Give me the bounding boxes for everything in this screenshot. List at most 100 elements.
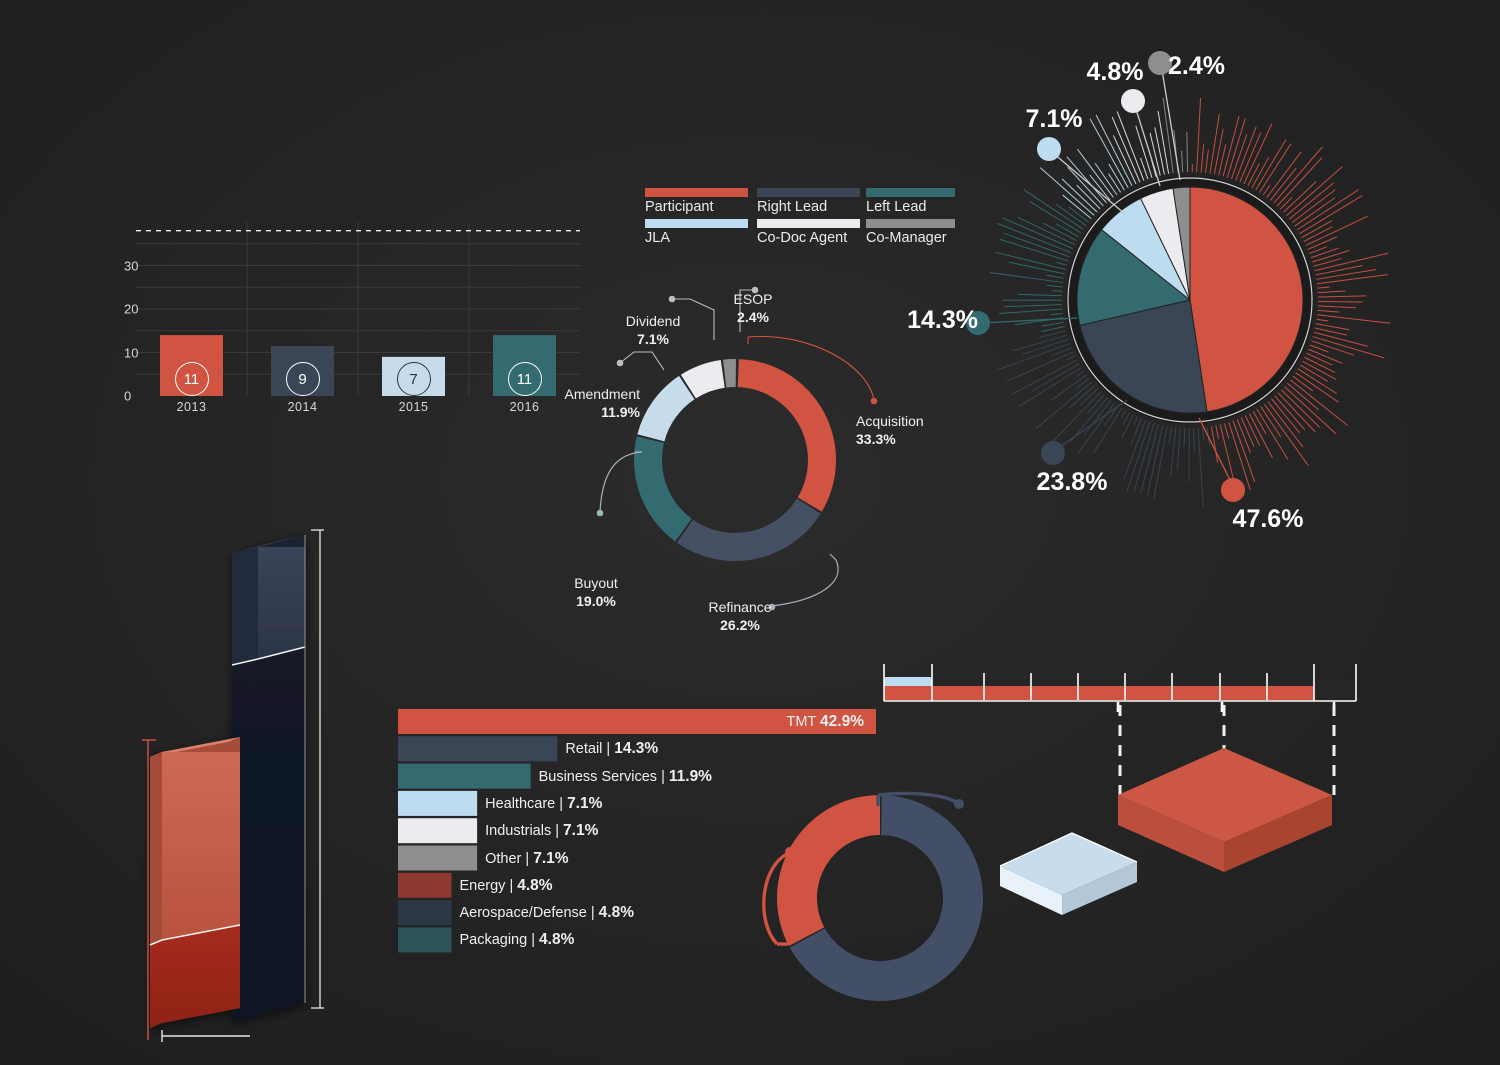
- closed-deal-xtick-2014: 2014: [287, 400, 318, 414]
- deal-by-title-ray: [1046, 274, 1064, 279]
- deal-by-title-ray: [1313, 258, 1342, 267]
- deal-by-title-ray: [1301, 220, 1333, 238]
- deal-by-title-ray: [1079, 388, 1099, 407]
- deal-by-title-ray: [1112, 135, 1137, 185]
- deal-by-title-ray: [1046, 284, 1063, 288]
- deal-by-title-ray: [1017, 216, 1075, 246]
- deal-by-title-ray: [1286, 166, 1343, 217]
- deal-by-title-ray: [1262, 184, 1271, 196]
- deal-by-title-ray: [1317, 314, 1391, 324]
- deal-by-title-ray: [1067, 166, 1104, 207]
- deal-by-title-ray: [1121, 414, 1134, 439]
- deal-by-title-ray: [1296, 189, 1359, 231]
- deal-by-title-ray: [1317, 309, 1340, 313]
- deal-by-title-ray: [1089, 174, 1111, 201]
- deal-by-title-ray: [1313, 331, 1369, 347]
- deal-by-title-ray: [1305, 215, 1368, 246]
- industry-bar-business-services: [398, 763, 531, 789]
- deal-by-title-ray: [1126, 421, 1151, 492]
- deal-by-title-ray: [1303, 226, 1333, 242]
- deal-by-title-ray: [1021, 338, 1069, 355]
- uop-label-acquisition: Acquisition 33.3%: [856, 412, 924, 448]
- deal-by-title-pct-jla: 7.1%: [1025, 105, 1083, 133]
- closed-deal-xtick-2016: 2016: [509, 400, 540, 414]
- deal-by-title-pct-left-lead: 14.3%: [907, 306, 978, 334]
- deal-by-title-ray: [1133, 416, 1138, 425]
- deal-by-title-pct-participant: 47.6%: [1232, 505, 1304, 533]
- deal-by-title-ray: [1108, 173, 1122, 193]
- deal-by-title-ray: [996, 343, 1070, 371]
- uop-leader-acquisition: [747, 335, 875, 401]
- use-of-proceeds-segment-refinance: [676, 498, 821, 561]
- deal-by-title-ray: [1041, 321, 1065, 327]
- deal-by-title-pct-co-manager: 2.4%: [1168, 52, 1225, 80]
- deal-by-title-ray: [1273, 146, 1323, 204]
- deal-by-title-callout-line: [981, 317, 1078, 324]
- deal-by-title-ray: [1133, 422, 1155, 492]
- deal-by-title-ray: [1317, 295, 1367, 298]
- deal-by-title-ray: [1279, 196, 1293, 210]
- industry-label-packaging: Packaging | 4.8%: [459, 931, 575, 949]
- legend-label-co-manager: Co-Manager: [866, 230, 947, 246]
- deal-by-title-ray: [1295, 372, 1339, 403]
- legend-swatch-jla: [645, 219, 748, 228]
- deal-by-title-ray: [1006, 351, 1074, 382]
- deal-by-title-ray: [1255, 139, 1287, 191]
- deal-by-title-ray: [1116, 111, 1145, 181]
- deal-by-title-ray: [1077, 148, 1114, 198]
- deal-by-title-ray: [1041, 326, 1065, 333]
- uop-leader-dot: [596, 509, 604, 517]
- deal-by-title-ray: [1280, 389, 1320, 428]
- deal-by-title-ray: [1008, 261, 1065, 275]
- deal-by-title-ray: [1235, 126, 1257, 181]
- industry-label-other: Other | 7.1%: [485, 849, 569, 867]
- deal-by-title-ray: [1247, 162, 1260, 187]
- deal-by-title-ray: [1271, 398, 1301, 434]
- legend-swatch-right-lead: [757, 188, 860, 197]
- closed-deal-xtick-2013: 2013: [176, 400, 207, 414]
- legend-label-left-lead: Left Lead: [866, 199, 927, 215]
- deal-by-title-callout-line: [1161, 69, 1181, 181]
- deal-by-title-ray: [1051, 290, 1063, 292]
- deal-by-title-ray: [1283, 181, 1317, 213]
- uop-label-amendment: Amendment 11.9%: [548, 385, 640, 421]
- deal-by-title-callout-dot-right-lead: [1041, 441, 1065, 465]
- deal-by-title-ray: [1169, 427, 1177, 478]
- uop-leader-dot: [668, 295, 676, 303]
- deal-by-title-ray: [1226, 117, 1246, 178]
- deal-by-title-ray: [1316, 274, 1388, 285]
- legend-label-right-lead: Right Lead: [757, 199, 828, 215]
- legend-swatch-co-doc-agent: [757, 219, 860, 228]
- deal-by-title-ray: [1251, 157, 1270, 189]
- deal-by-title-ray: [1055, 203, 1087, 226]
- industry-bar-aerospace-defense: [398, 900, 452, 926]
- deal-by-title-ray: [1274, 395, 1306, 430]
- deal-by-title-ray: [1140, 157, 1149, 180]
- deal-by-title-ray: [1157, 111, 1170, 174]
- uop-label-esop: ESOP 2.4%: [718, 290, 788, 326]
- industry-bar-energy: [398, 872, 452, 898]
- deal-by-title-ray: [1306, 352, 1333, 366]
- deal-by-title-callout-dot-co-doc-agent: [1121, 89, 1145, 113]
- deal-by-title-ray: [999, 308, 1063, 315]
- deal-by-title-callout-dot-participant: [1221, 478, 1245, 502]
- deal-by-title-ray: [1140, 423, 1159, 495]
- deal-by-title-ray: [1228, 421, 1251, 491]
- deal-by-title-ray: [989, 271, 1064, 284]
- deal-by-title-pct-right-lead: 23.8%: [1036, 468, 1108, 496]
- deal-by-title-ray: [1276, 157, 1323, 207]
- deal-by-title-ray: [1196, 97, 1202, 173]
- deal-by-title-ray: [1222, 116, 1240, 177]
- deal-by-title-ray: [1051, 347, 1072, 357]
- deal-by-title-ray: [1023, 189, 1084, 230]
- closed-deal-bar-value-2016: 11: [507, 362, 542, 396]
- deal-by-title-ray: [1077, 403, 1115, 454]
- industry-label-aerospace-defense: Aerospace/Defense | 4.8%: [459, 904, 634, 922]
- uop-leader-dot: [751, 286, 759, 294]
- deal-by-title-ray: [1061, 178, 1098, 213]
- deal-by-title-ray: [1086, 394, 1105, 414]
- deal-by-title-ray: [997, 222, 1072, 254]
- deal-by-title-ray: [1039, 330, 1066, 338]
- uop-label-value-dividend: 7.1%: [637, 331, 669, 347]
